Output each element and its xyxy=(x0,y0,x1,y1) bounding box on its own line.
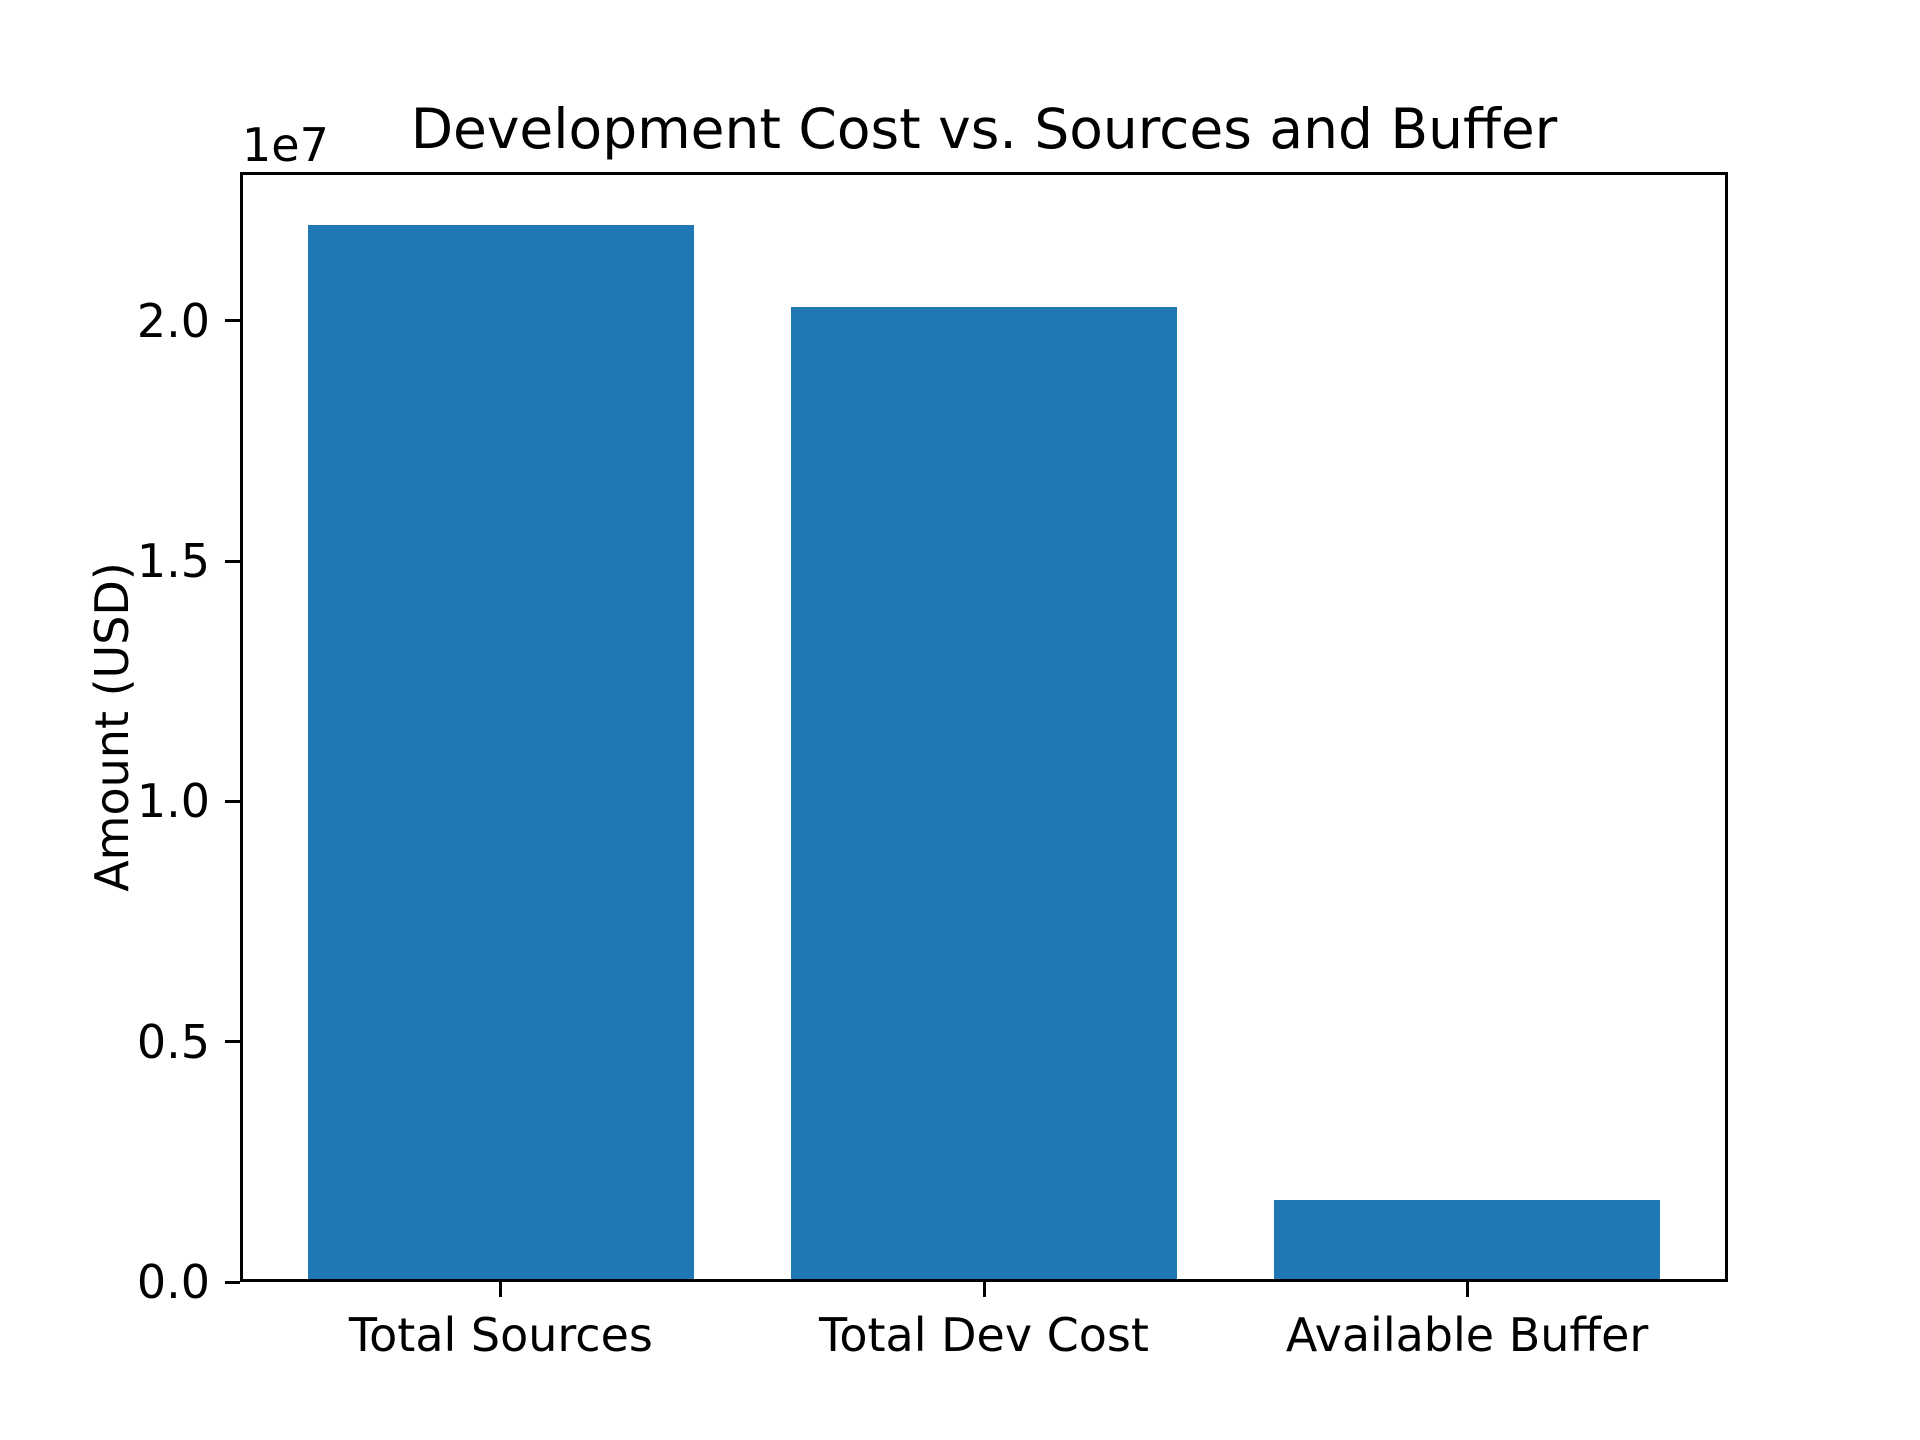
y-tick-label: 0.0 xyxy=(136,1255,210,1309)
y-tick-mark xyxy=(225,1040,240,1044)
bar-total-dev-cost xyxy=(790,306,1178,1282)
x-tick-label-total-dev-cost: Total Dev Cost xyxy=(819,1308,1149,1362)
y-tick-label: 1.0 xyxy=(136,774,210,829)
y-tick-label: 0.5 xyxy=(136,1014,210,1069)
y-axis-offset-label: 1e7 xyxy=(242,118,329,172)
chart-title: Development Cost vs. Sources and Buffer xyxy=(410,97,1558,161)
x-tick-mark xyxy=(499,1282,503,1297)
y-tick-label: 2.0 xyxy=(136,293,210,348)
y-tick-mark xyxy=(225,559,240,563)
plot-area xyxy=(240,172,1728,1282)
x-tick-label-total-sources: Total Sources xyxy=(348,1308,653,1362)
y-tick-mark xyxy=(225,1280,240,1284)
y-tick-label: 1.5 xyxy=(136,534,210,589)
bar-available-buffer xyxy=(1273,1200,1661,1282)
y-tick-mark xyxy=(225,799,240,803)
x-tick-mark xyxy=(1465,1282,1469,1297)
y-tick-mark xyxy=(225,319,240,323)
bar-total-sources xyxy=(307,224,695,1282)
x-tick-label-available-buffer: Available Buffer xyxy=(1285,1308,1649,1362)
x-tick-mark xyxy=(982,1282,986,1297)
